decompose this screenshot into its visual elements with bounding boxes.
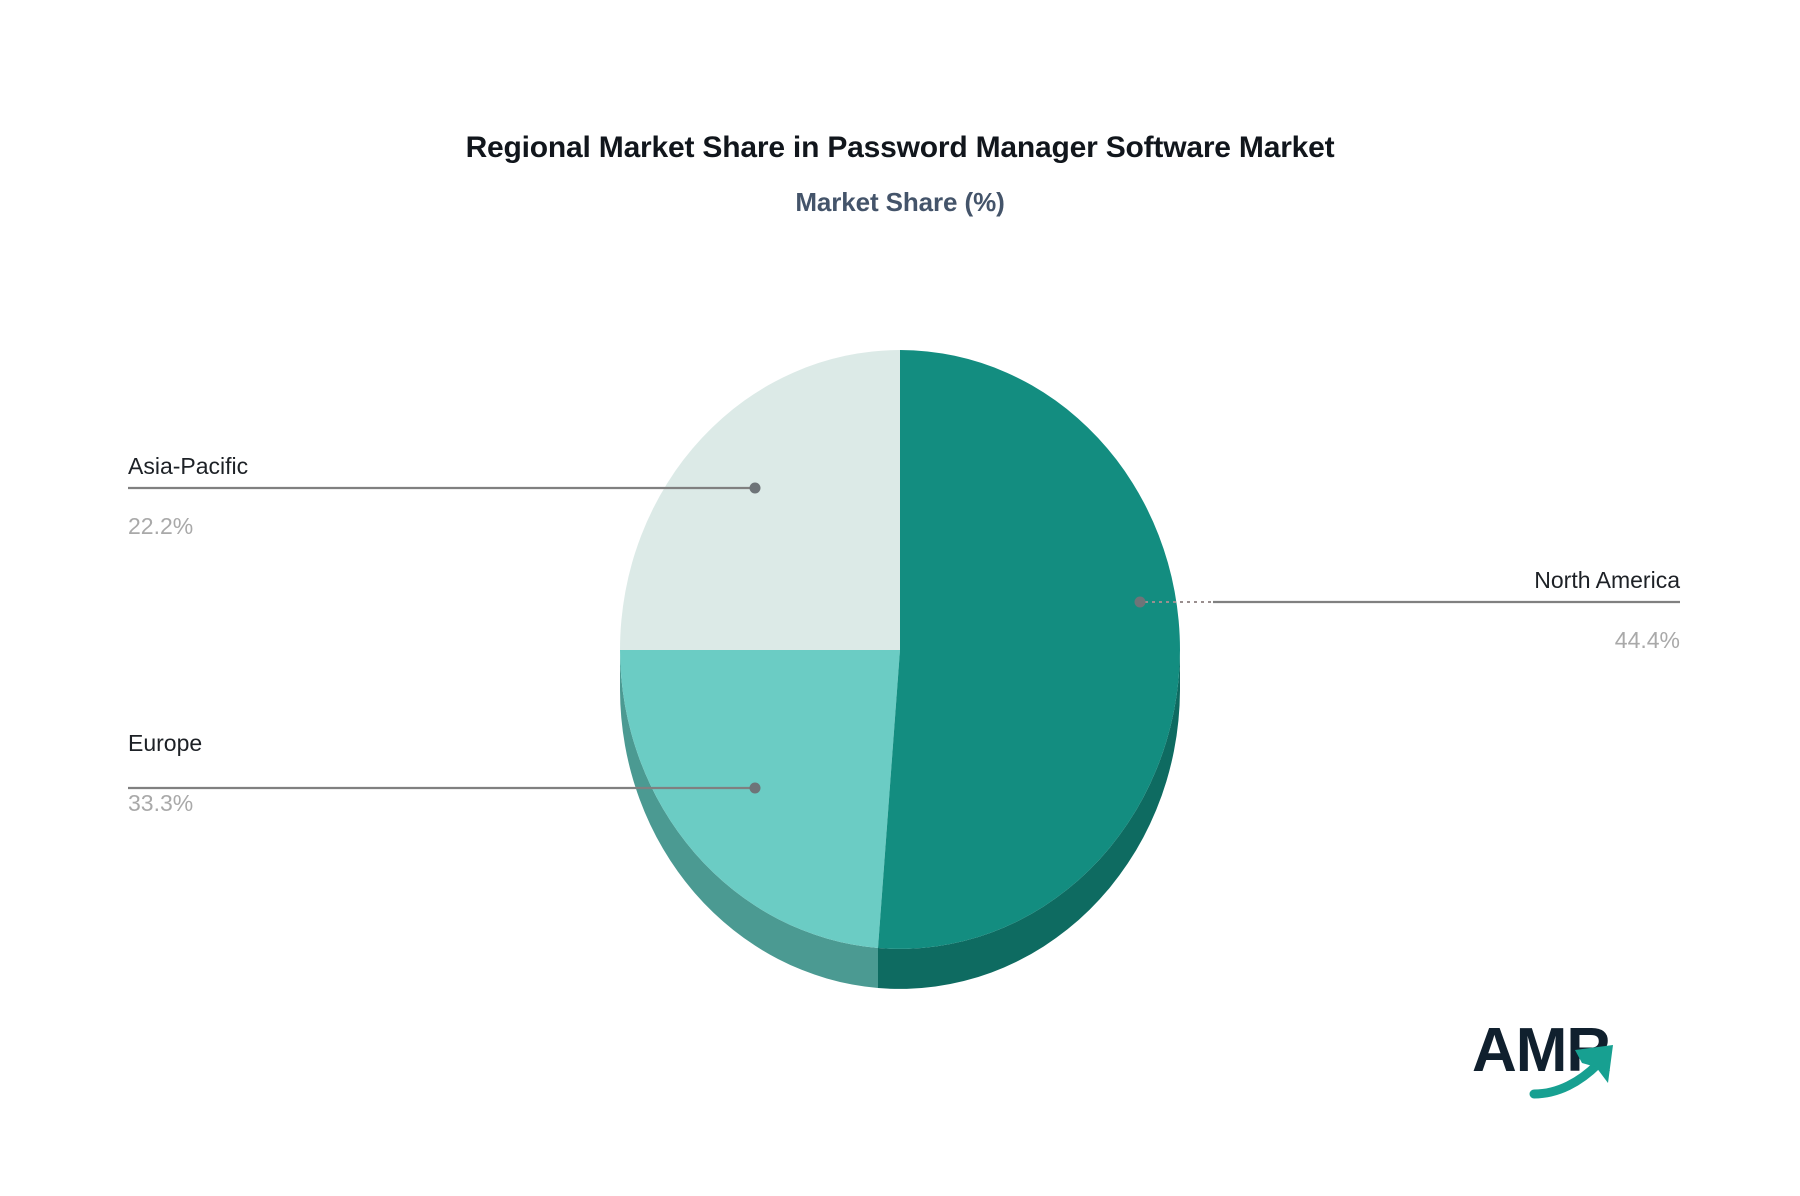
- callout-asia-pacific: Asia-Pacific 22.2%: [128, 451, 548, 541]
- leader-line-north-america: [1134, 596, 1680, 608]
- callout-europe: Europe 33.3%: [128, 728, 548, 818]
- callout-value-north-america: 44.4%: [1614, 627, 1680, 653]
- callout-label-asia-pacific: Asia-Pacific: [128, 453, 249, 479]
- page-title: Regional Market Share in Password Manage…: [465, 131, 1335, 164]
- chart-subtitle: Market Share (%): [795, 187, 1005, 217]
- leader-line-europe: [128, 782, 761, 794]
- pie-slice-north-america: [878, 350, 1180, 949]
- amr-growth-arrow-icon: [1529, 1045, 1613, 1099]
- callout-value-europe: 33.3%: [128, 790, 194, 816]
- amr-logo: AMR: [1472, 1020, 1652, 1100]
- leader-line-asia-pacific: [128, 482, 761, 494]
- pie-slice-europe: [620, 650, 900, 948]
- callout-label-north-america: North America: [1534, 567, 1680, 593]
- pie-slice-side-europe: [620, 650, 878, 988]
- pie-slice-asia-pacific: [620, 350, 900, 650]
- pie-slice-side-north-america: [878, 650, 1180, 989]
- callout-value-asia-pacific: 22.2%: [128, 513, 194, 539]
- callout-north-america: North America 44.4%: [1230, 565, 1680, 655]
- callout-label-europe: Europe: [128, 730, 203, 756]
